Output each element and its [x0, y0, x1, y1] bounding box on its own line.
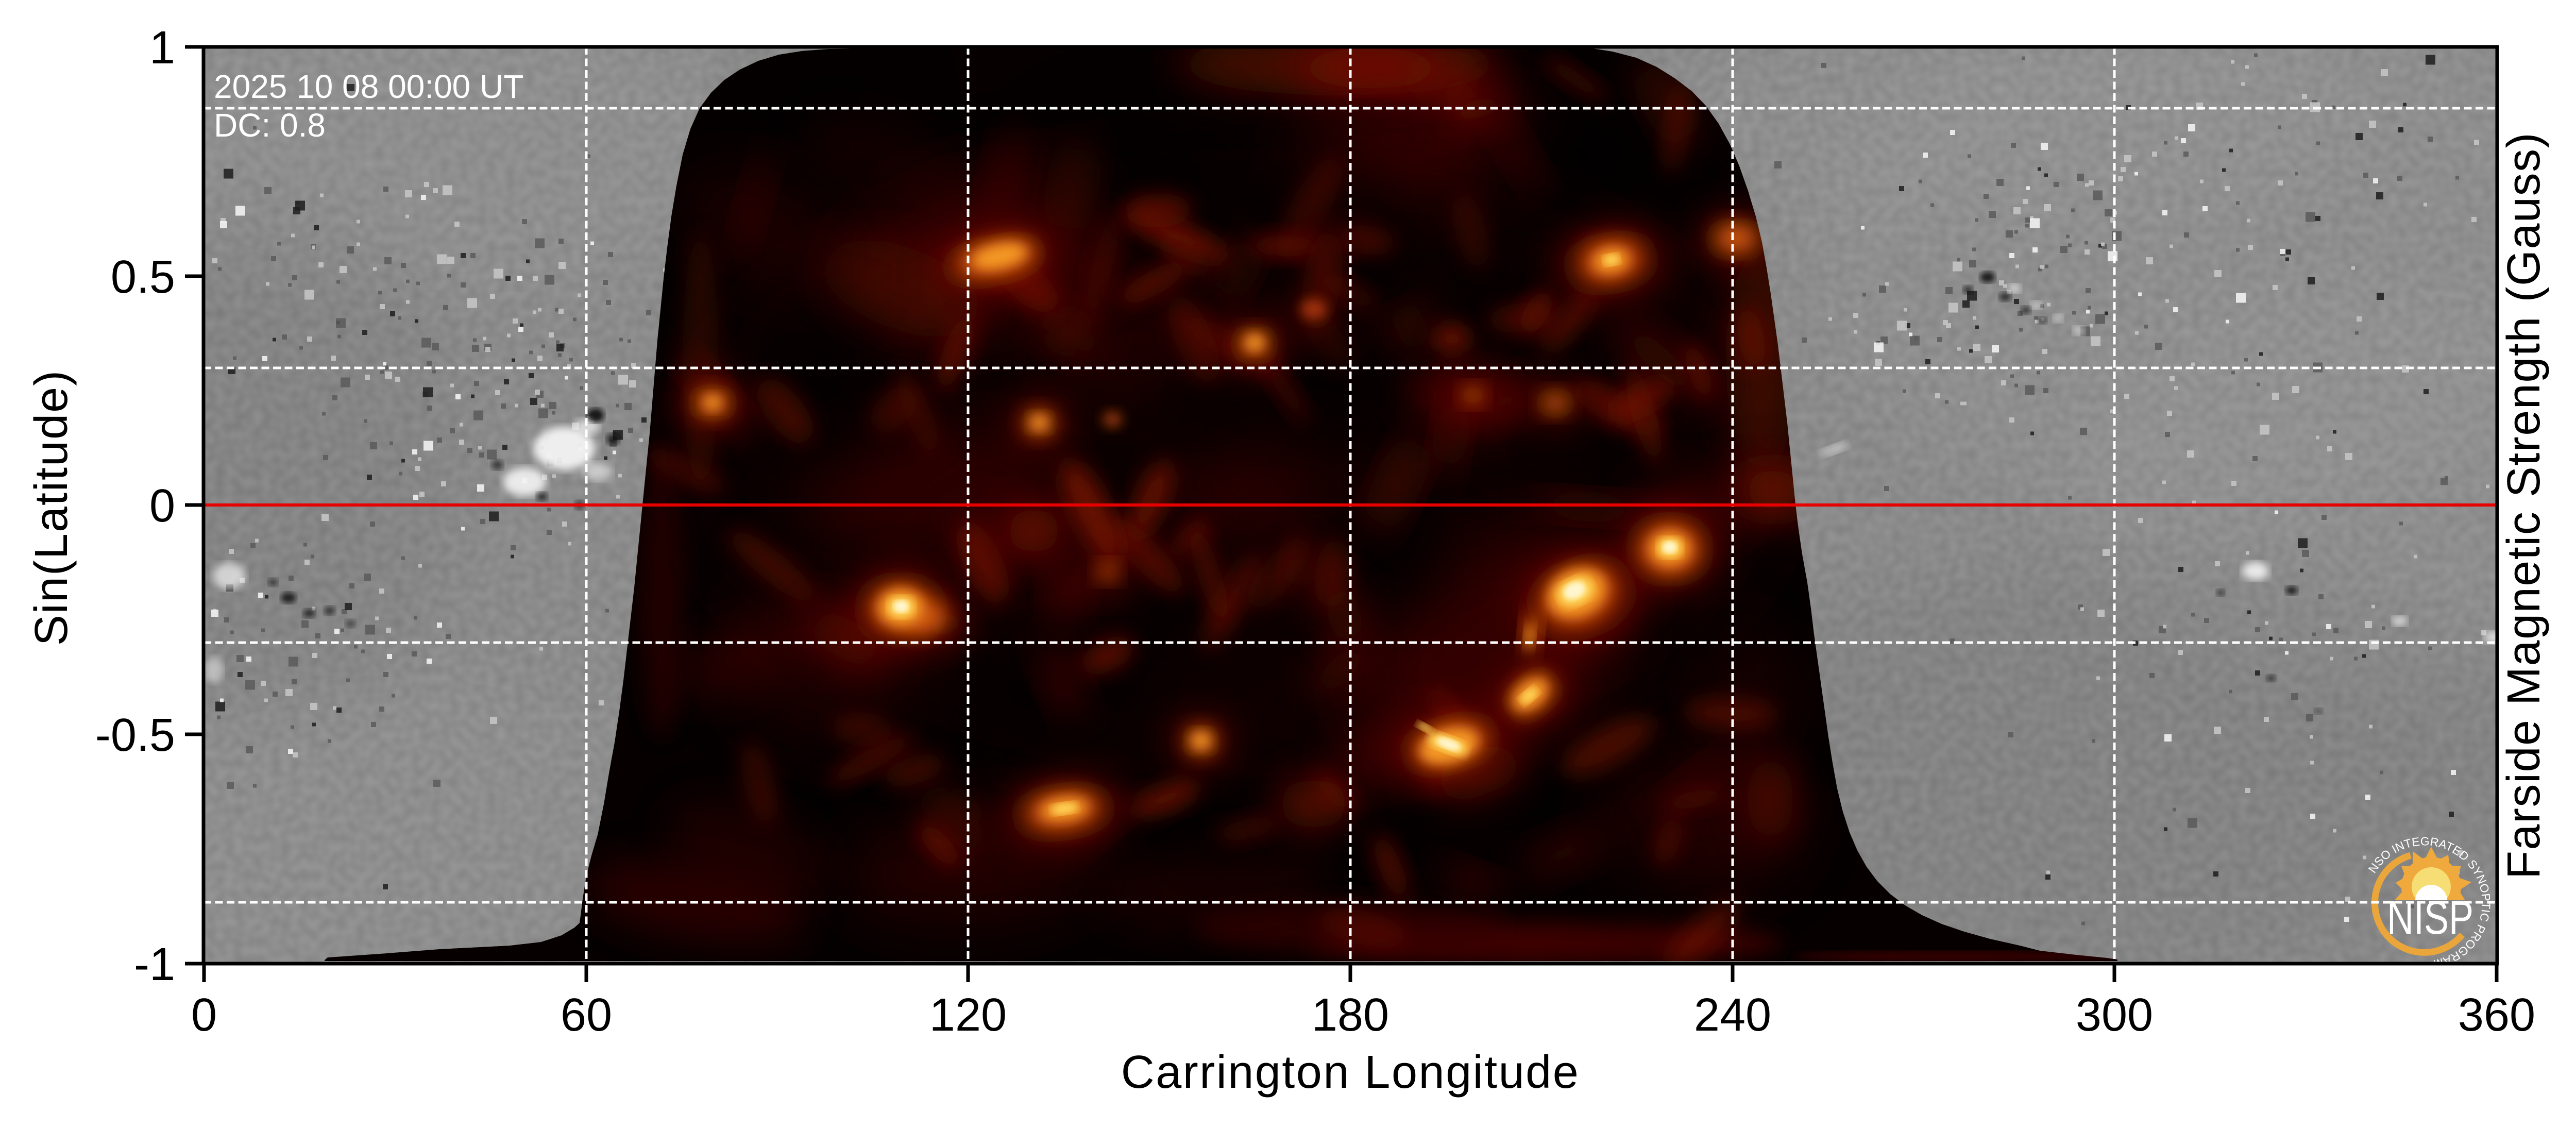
svg-text:0.5: 0.5: [111, 251, 175, 303]
svg-text:-0.5: -0.5: [95, 710, 175, 761]
svg-text:0: 0: [149, 480, 175, 532]
svg-text:120: 120: [929, 989, 1007, 1041]
svg-text:Farside Magnetic Strength (Gau: Farside Magnetic Strength (Gauss): [2498, 132, 2550, 879]
svg-text:Carrington Longitude: Carrington Longitude: [1121, 1047, 1580, 1098]
svg-text:0: 0: [191, 989, 217, 1041]
svg-text:360: 360: [2458, 989, 2535, 1041]
svg-text:240: 240: [1694, 989, 1771, 1041]
svg-text:300: 300: [2076, 989, 2153, 1041]
svg-text:Sin(Latitude): Sin(Latitude): [26, 369, 77, 646]
svg-text:DC: 0.8: DC: 0.8: [214, 107, 326, 144]
svg-text:NISP: NISP: [2387, 891, 2473, 944]
svg-text:-1: -1: [134, 939, 175, 990]
svg-text:60: 60: [561, 989, 612, 1041]
svg-text:2025 10 08 00:00 UT: 2025 10 08 00:00 UT: [214, 68, 523, 105]
svg-text:1: 1: [149, 22, 175, 74]
svg-text:180: 180: [1312, 989, 1389, 1041]
